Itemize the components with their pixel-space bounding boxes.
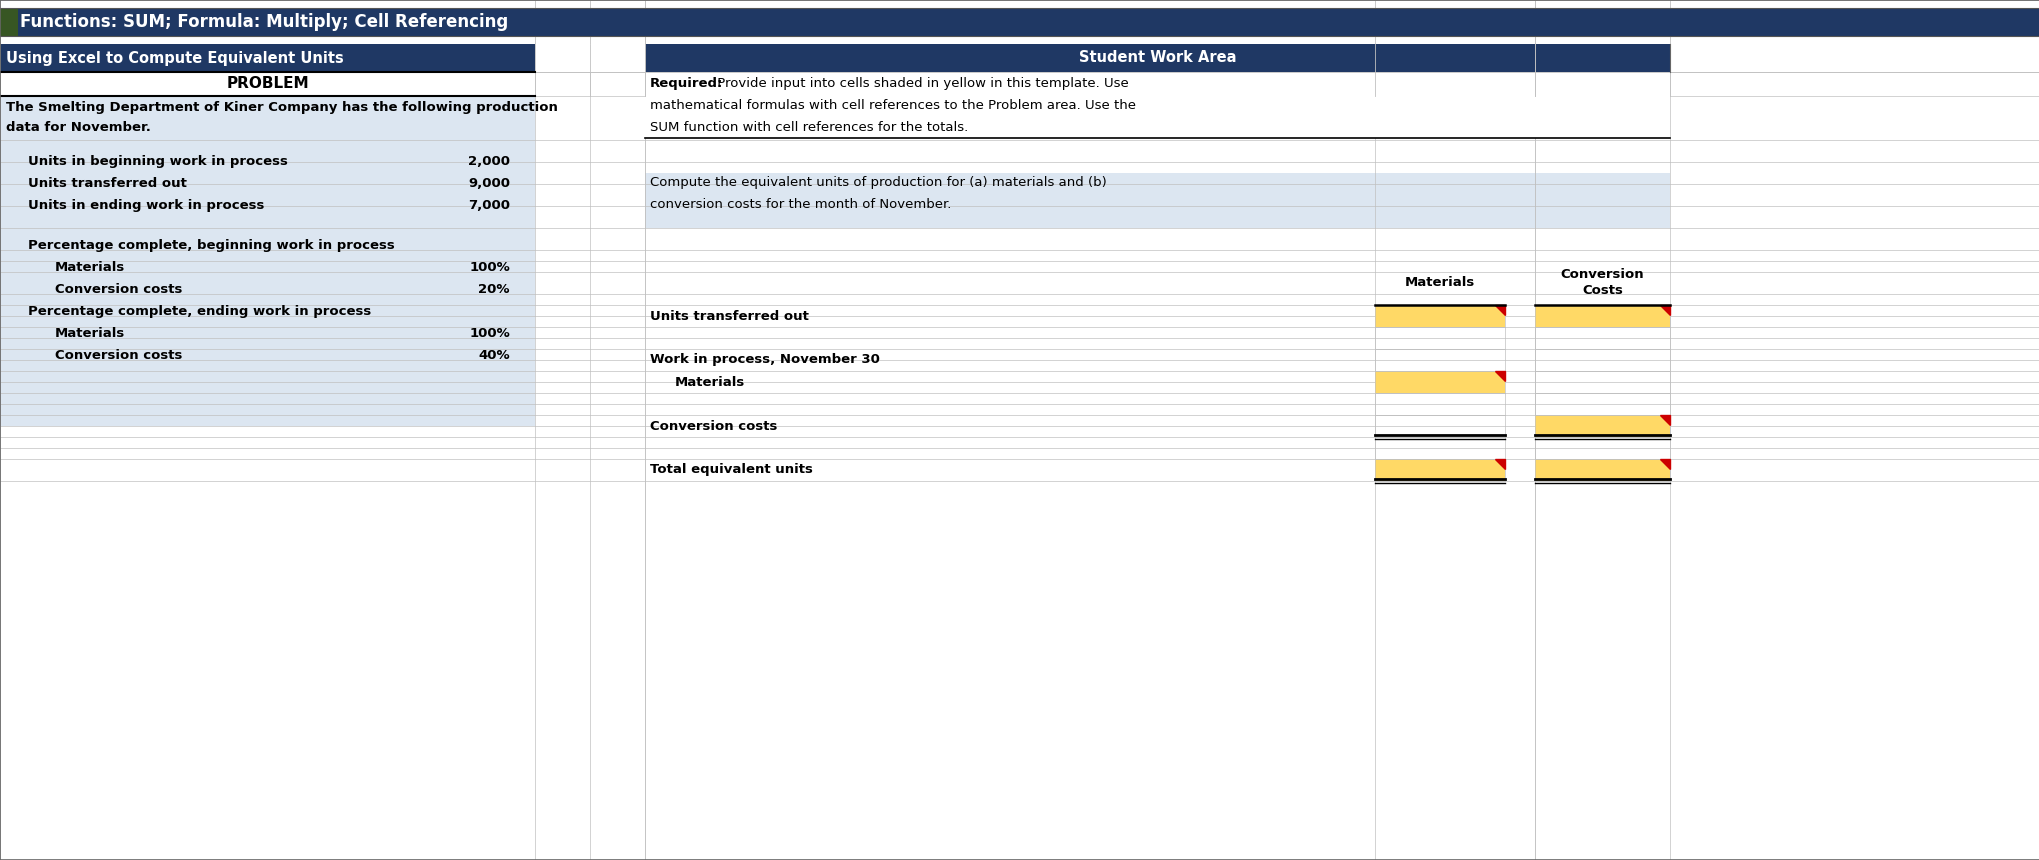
Text: 100%: 100% — [469, 261, 510, 274]
Text: Units transferred out: Units transferred out — [650, 310, 809, 322]
Text: Functions: SUM; Formula: Multiply; Cell Referencing: Functions: SUM; Formula: Multiply; Cell … — [20, 13, 508, 31]
Polygon shape — [1660, 305, 1670, 315]
Text: Units in beginning work in process: Units in beginning work in process — [29, 156, 287, 169]
Text: Work in process, November 30: Work in process, November 30 — [650, 353, 879, 366]
Text: Materials: Materials — [55, 261, 124, 274]
Text: Percentage complete, ending work in process: Percentage complete, ending work in proc… — [29, 305, 371, 318]
Bar — [0, 72, 534, 96]
Text: 20%: 20% — [479, 283, 510, 296]
Text: Materials: Materials — [675, 376, 744, 389]
Text: Compute the equivalent units of production for (a) materials and (b): Compute the equivalent units of producti… — [650, 176, 1107, 189]
Text: data for November.: data for November. — [6, 121, 151, 134]
Polygon shape — [1660, 459, 1670, 469]
Bar — [1374, 371, 1505, 393]
Text: Required:: Required: — [650, 77, 724, 90]
Text: 9,000: 9,000 — [467, 177, 510, 190]
Text: Provide input into cells shaded in yellow in this template. Use: Provide input into cells shaded in yello… — [714, 77, 1128, 90]
Text: 40%: 40% — [477, 349, 510, 362]
Text: Units transferred out: Units transferred out — [29, 177, 188, 190]
Text: Conversion costs: Conversion costs — [55, 283, 181, 296]
Text: Using Excel to Compute Equivalent Units: Using Excel to Compute Equivalent Units — [6, 51, 345, 65]
Bar — [644, 173, 1670, 228]
Bar — [1374, 459, 1505, 481]
Text: Materials: Materials — [1405, 277, 1474, 290]
Polygon shape — [1495, 305, 1505, 315]
Bar — [534, 44, 644, 72]
Text: conversion costs for the month of November.: conversion costs for the month of Novemb… — [650, 198, 950, 211]
Text: Conversion costs: Conversion costs — [650, 420, 777, 433]
Text: Conversion
Costs: Conversion Costs — [1560, 268, 1643, 298]
Polygon shape — [1495, 371, 1505, 381]
Text: Percentage complete, beginning work in process: Percentage complete, beginning work in p… — [29, 239, 396, 252]
Bar — [644, 72, 1670, 138]
Text: 7,000: 7,000 — [467, 200, 510, 212]
Bar — [0, 44, 534, 72]
Bar — [1374, 305, 1505, 327]
Text: Student Work Area: Student Work Area — [1079, 51, 1236, 65]
Bar — [0, 8, 2039, 36]
Bar — [644, 44, 1670, 72]
Text: SUM function with cell references for the totals.: SUM function with cell references for th… — [650, 121, 969, 134]
Text: The Smelting Department of Kiner Company has the following production: The Smelting Department of Kiner Company… — [6, 101, 557, 114]
Bar — [1533, 305, 1670, 327]
Text: mathematical formulas with cell references to the Problem area. Use the: mathematical formulas with cell referenc… — [650, 99, 1136, 112]
Bar — [1533, 415, 1670, 437]
Text: 2,000: 2,000 — [467, 156, 510, 169]
Text: Materials: Materials — [55, 327, 124, 340]
Bar — [0, 8, 18, 36]
Polygon shape — [1495, 459, 1505, 469]
Bar — [0, 96, 534, 426]
Text: 100%: 100% — [469, 327, 510, 340]
Text: Total equivalent units: Total equivalent units — [650, 464, 812, 476]
Text: PROBLEM: PROBLEM — [226, 77, 308, 91]
Text: Units in ending work in process: Units in ending work in process — [29, 200, 265, 212]
Bar — [1670, 44, 2039, 72]
Text: Conversion costs: Conversion costs — [55, 349, 181, 362]
Polygon shape — [1660, 415, 1670, 425]
Bar — [1533, 459, 1670, 481]
